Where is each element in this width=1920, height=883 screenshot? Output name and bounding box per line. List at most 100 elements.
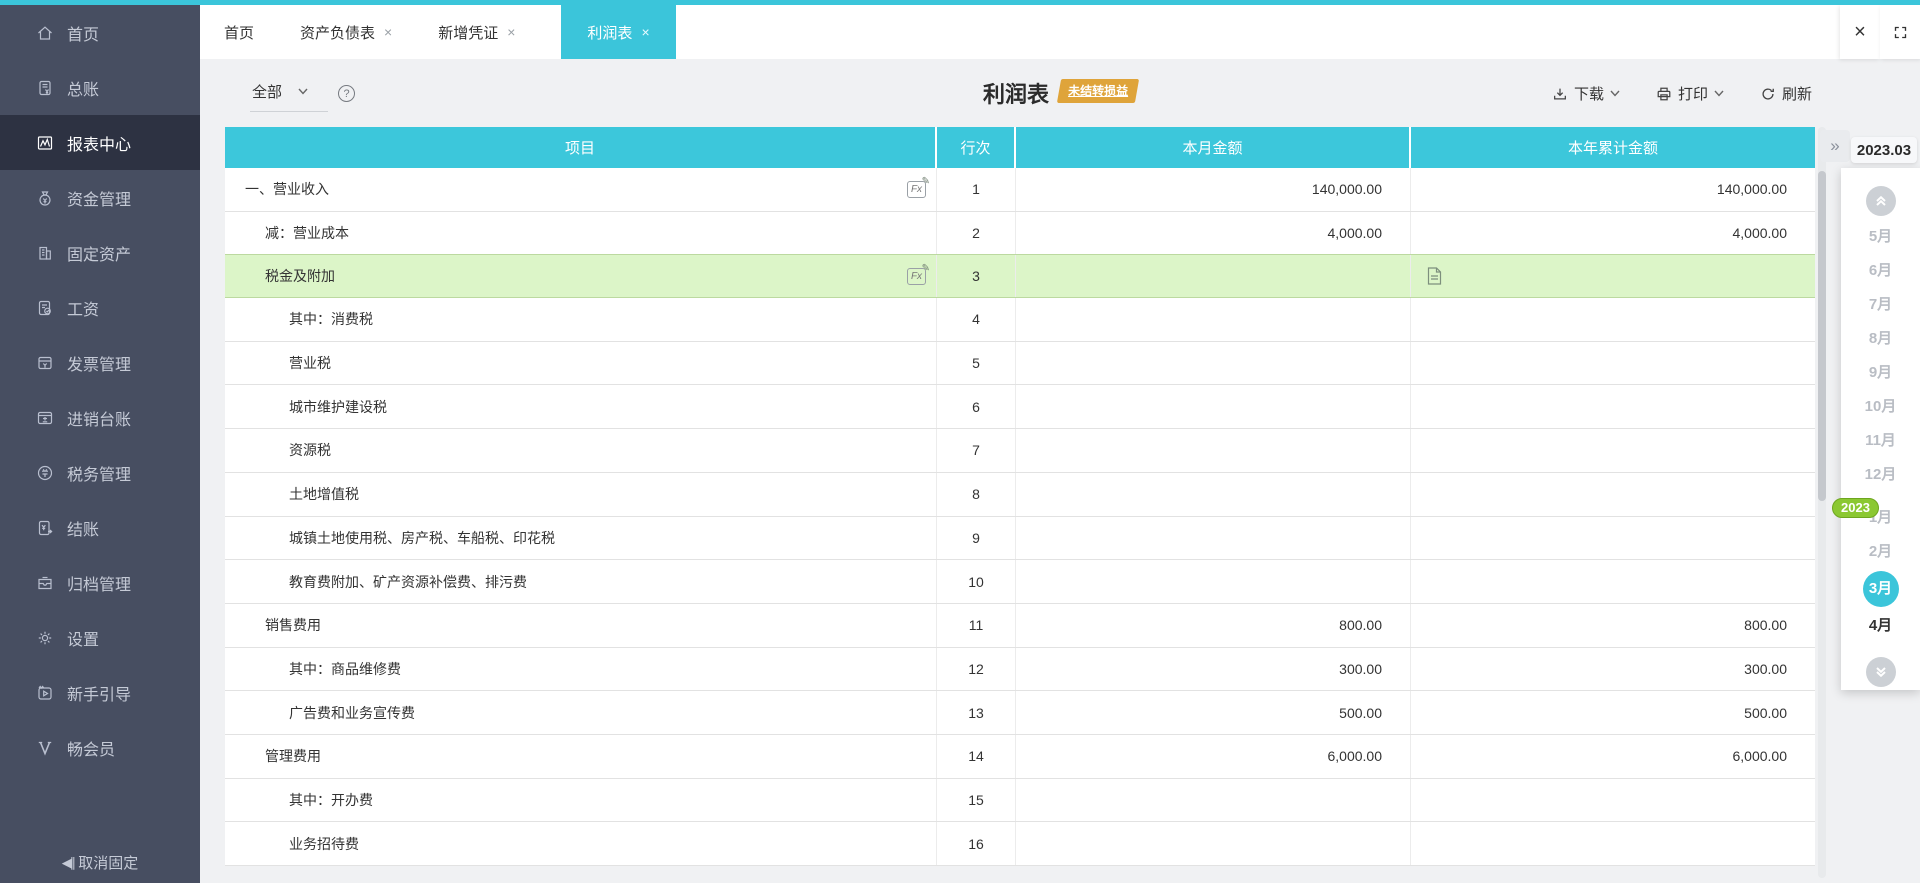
print-button[interactable]: 打印: [1656, 83, 1724, 104]
fullscreen-icon: [1894, 26, 1906, 38]
month-amount-cell: 140,000.00: [1016, 168, 1411, 211]
sidebar-unpin-button[interactable]: ◀∥ 取消固定: [0, 852, 200, 873]
tab-资产负债表[interactable]: 资产负债表 ×: [300, 5, 392, 59]
month-item-10月[interactable]: 10月: [1864, 398, 1897, 415]
month-item-6月[interactable]: 6月: [1868, 262, 1893, 279]
sidebar-item-label: 固定资产: [67, 246, 132, 264]
month-amount-cell: [1016, 516, 1411, 560]
sidebar-item-general-ledger[interactable]: 总账: [0, 60, 200, 115]
formula-fx-icon[interactable]: Fx: [907, 176, 930, 198]
sidebar-item-label: 资金管理: [67, 191, 132, 209]
formula-fx-icon[interactable]: Fx: [907, 263, 930, 285]
table-row[interactable]: 营业税 5: [225, 341, 1815, 386]
tab-label: 新增凭证: [438, 24, 499, 42]
month-amount-cell: 6,000.00: [1016, 734, 1411, 778]
tab-新增凭证[interactable]: 新增凭证 ×: [438, 5, 515, 59]
table-row[interactable]: 其中：开办费 15: [225, 778, 1815, 823]
ytd-amount-cell: [1411, 560, 1815, 603]
item-name: 教育费附加、矿产资源补偿费、排污费: [289, 573, 527, 590]
item-cell: 广告费和业务宣传费: [225, 691, 937, 734]
funds-icon: [36, 189, 54, 207]
month-item-4月[interactable]: 4月: [1868, 617, 1893, 634]
member-icon: [36, 739, 54, 757]
table-row[interactable]: 教育费附加、矿产资源补偿费、排污费 10: [225, 560, 1815, 604]
table-row[interactable]: 土地增值税 8: [225, 472, 1815, 517]
sidebar-item-invoice[interactable]: 发票管理: [0, 335, 200, 390]
item-cell: 税金及附加 Fx: [225, 255, 937, 298]
tab-首页[interactable]: 首页: [224, 5, 254, 59]
table-row[interactable]: 税金及附加 Fx 3: [225, 254, 1815, 299]
sidebar-item-archive[interactable]: 归档管理: [0, 555, 200, 610]
table-row[interactable]: 管理费用 14 6,000.00 6,000.00: [225, 734, 1815, 779]
line-number-cell: 15: [937, 778, 1016, 822]
chevron-down-icon: [1714, 90, 1724, 97]
sidebar-item-report-center[interactable]: 报表中心: [0, 115, 200, 170]
scope-filter-dropdown[interactable]: 全部: [250, 81, 328, 112]
download-icon: [1553, 88, 1566, 100]
sidebar-item-inventory-ledger[interactable]: 进销台账: [0, 390, 200, 445]
table-row[interactable]: 销售费用 11 800.00 800.00: [225, 603, 1815, 648]
month-item-7月[interactable]: 7月: [1868, 296, 1893, 313]
settings-icon: [36, 629, 54, 647]
sidebar-item-label: 归档管理: [67, 576, 132, 594]
report-title-group: 利润表 未结转损益: [983, 77, 1140, 109]
sidebar-item-funds[interactable]: 资金管理: [0, 170, 200, 225]
month-amount-cell: [1016, 822, 1411, 865]
month-amount-cell: [1016, 341, 1411, 385]
refresh-icon: [1762, 87, 1774, 100]
voucher-document-icon[interactable]: [1427, 267, 1442, 286]
sidebar-item-member[interactable]: 畅会员: [0, 720, 200, 775]
table-row[interactable]: 减：营业成本 2 4,000.00 4,000.00: [225, 211, 1815, 256]
close-button[interactable]: ×: [1840, 5, 1880, 59]
print-icon: [1657, 87, 1671, 100]
tab-close-icon[interactable]: ×: [384, 24, 393, 40]
ytd-amount-cell: [1411, 255, 1815, 297]
tab-close-icon[interactable]: ×: [641, 24, 650, 40]
help-icon[interactable]: ?: [338, 85, 355, 102]
main-area: 首页 资产负债表 × 新增凭证 × 利润表 × × 全部 ?: [200, 5, 1920, 883]
line-number-cell: 10: [937, 560, 1016, 603]
download-button[interactable]: 下载: [1552, 83, 1620, 104]
period-selector-panel: 5月 6月 7月 8月 9月 10月 11月 12月 1月 2月 3月 4月 2023: [1832, 168, 1920, 690]
scroll-months-down-button[interactable]: [1865, 657, 1896, 687]
month-item-2月[interactable]: 2月: [1868, 543, 1893, 560]
vertical-scrollbar[interactable]: [1818, 127, 1826, 878]
refresh-button[interactable]: 刷新: [1760, 83, 1812, 104]
line-number-cell: 2: [937, 211, 1016, 255]
table-row[interactable]: 其中：商品维修费 12 300.00 300.00: [225, 647, 1815, 692]
fullscreen-button[interactable]: [1880, 5, 1920, 59]
scroll-months-up-button[interactable]: [1865, 186, 1896, 216]
top-accent-bar: [0, 0, 1920, 5]
tab-利润表[interactable]: 利润表 ×: [561, 5, 676, 59]
line-number-cell: 5: [937, 341, 1016, 385]
fixed-assets-icon: [36, 244, 54, 262]
month-amount-cell: [1016, 560, 1411, 603]
table-row[interactable]: 资源税 7: [225, 429, 1815, 473]
month-item-8月[interactable]: 8月: [1868, 330, 1893, 347]
month-item-11月[interactable]: 11月: [1865, 432, 1896, 449]
sidebar-item-home[interactable]: 首页: [0, 5, 200, 60]
month-item-3月[interactable]: 3月: [1841, 569, 1920, 609]
table-row[interactable]: 城市维护建设税 6: [225, 385, 1815, 430]
panel-collapse-handle[interactable]: »: [1820, 130, 1850, 162]
sidebar-item-beginner-guide[interactable]: 新手引导: [0, 665, 200, 720]
sidebar-item-tax[interactable]: 税务管理: [0, 445, 200, 500]
table-row[interactable]: 业务招待费 16: [225, 822, 1815, 866]
chevron-down-icon: [1610, 90, 1620, 97]
sidebar-item-fixed-assets[interactable]: 固定资产: [0, 225, 200, 280]
status-badge: 未结转损益: [1056, 79, 1140, 103]
scrollbar-thumb[interactable]: [1818, 171, 1826, 501]
item-cell: 一、营业收入 Fx: [225, 168, 937, 211]
table-row[interactable]: 其中：消费税 4: [225, 298, 1815, 342]
table-row[interactable]: 城镇土地使用税、房产税、车船税、印花税 9: [225, 516, 1815, 561]
month-item-5月[interactable]: 5月: [1868, 228, 1893, 245]
table-row[interactable]: 广告费和业务宣传费 13 500.00 500.00: [225, 691, 1815, 735]
month-item-12月[interactable]: 12月: [1864, 466, 1897, 483]
sidebar-item-payroll[interactable]: 工资: [0, 280, 200, 335]
sidebar-item-closing[interactable]: 结账: [0, 500, 200, 555]
sidebar-item-settings[interactable]: 设置: [0, 610, 200, 665]
sidebar-item-label: 发票管理: [67, 356, 132, 374]
month-item-9月[interactable]: 9月: [1868, 364, 1893, 381]
tab-close-icon[interactable]: ×: [507, 24, 516, 40]
